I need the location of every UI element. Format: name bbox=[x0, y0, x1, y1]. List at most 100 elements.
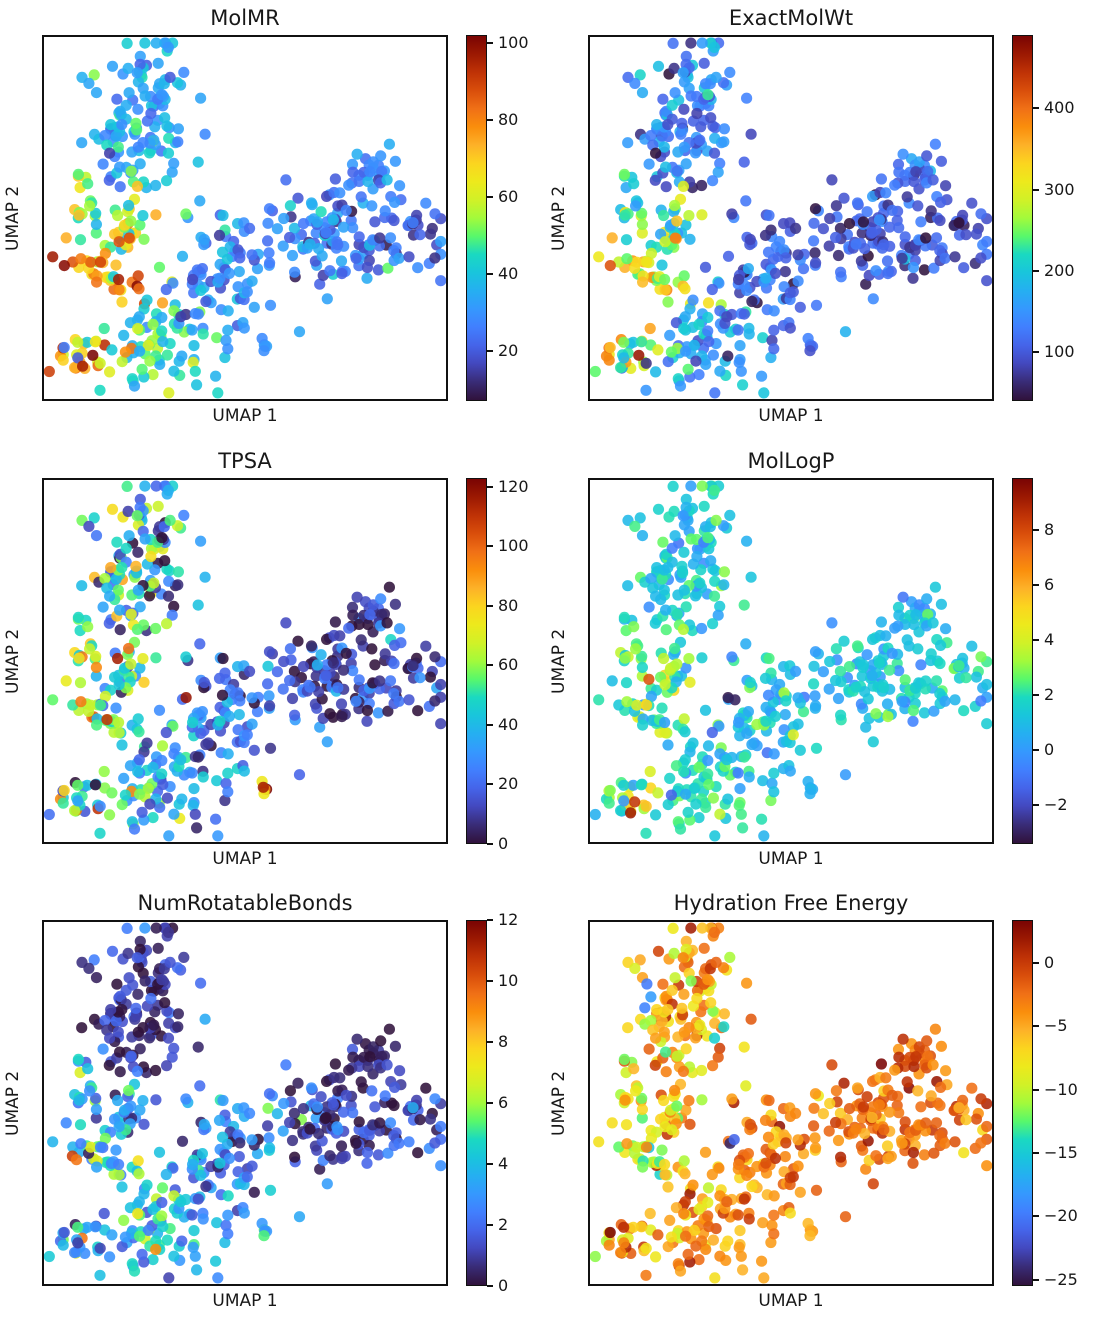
colorbar-gradient bbox=[466, 478, 487, 844]
x-axis-label: UMAP 1 bbox=[212, 1291, 278, 1311]
colorbar-tick-mark bbox=[487, 272, 493, 275]
scatter-plot bbox=[42, 920, 448, 1286]
colorbar-tick-label: 300 bbox=[1044, 179, 1075, 199]
colorbar-tick-mark bbox=[1033, 804, 1039, 807]
x-axis-label: UMAP 1 bbox=[758, 406, 824, 426]
colorbar: 0 2 4 6 8 10 12 bbox=[466, 911, 546, 1295]
colorbar-tick-mark bbox=[487, 664, 493, 667]
colorbar-tick-mark bbox=[1033, 351, 1039, 354]
colorbar-tick-label: 100 bbox=[1044, 342, 1075, 362]
umap-panel-mollogp: MolLogP UMAP 2 UMAP 1 −2 0 2 4 6 8 bbox=[546, 443, 1092, 880]
colorbar-tick-label: 0 bbox=[498, 1276, 509, 1295]
colorbar-tick-label: −10 bbox=[1044, 1079, 1078, 1099]
scatter-plot bbox=[42, 35, 448, 401]
colorbar-tick-label: −20 bbox=[1044, 1206, 1078, 1226]
umap-panel-molmr: MolMR UMAP 2 UMAP 1 20 40 60 80 100 bbox=[0, 0, 546, 437]
colorbar-tick-mark bbox=[1033, 107, 1039, 110]
umap-panel-exactmolwt: ExactMolWt UMAP 2 UMAP 1 100 200 300 400 bbox=[546, 0, 1092, 437]
colorbar-gradient bbox=[1012, 35, 1033, 401]
colorbar-tick-label: 10 bbox=[498, 971, 519, 990]
colorbar-tick-mark bbox=[1033, 1215, 1039, 1218]
colorbar-tick-label: 6 bbox=[498, 1093, 509, 1112]
y-axis-label: UMAP 2 bbox=[549, 628, 569, 694]
x-axis-label: UMAP 1 bbox=[758, 1291, 824, 1311]
umap-panel-numrotatablebonds: NumRotatableBonds UMAP 2 UMAP 1 0 2 4 6 8 10 1… bbox=[0, 885, 546, 1322]
y-axis-label: UMAP 2 bbox=[549, 185, 569, 251]
x-axis-label: UMAP 1 bbox=[758, 849, 824, 869]
colorbar-tick-mark bbox=[1033, 962, 1039, 965]
colorbar-tick-mark bbox=[487, 1102, 493, 1104]
colorbar-tick-mark bbox=[1033, 694, 1039, 697]
colorbar-tick-mark bbox=[487, 843, 493, 845]
y-axis-label: UMAP 2 bbox=[3, 1070, 23, 1136]
colorbar-tick-label: 0 bbox=[1044, 953, 1055, 973]
colorbar-tick-mark bbox=[1033, 584, 1039, 587]
colorbar-tick-mark bbox=[487, 485, 493, 488]
colorbar-tick-mark bbox=[487, 1285, 493, 1287]
colorbar-gradient bbox=[466, 920, 487, 1286]
colorbar-tick-label: 8 bbox=[498, 1032, 509, 1051]
colorbar-tick-mark bbox=[1033, 1025, 1039, 1028]
colorbar-gradient bbox=[1012, 920, 1033, 1286]
panel-title: MolMR bbox=[210, 6, 280, 30]
colorbar-tick-label: 0 bbox=[1044, 740, 1055, 760]
colorbar-tick-mark bbox=[487, 118, 493, 121]
colorbar-tick-label: 100 bbox=[498, 536, 529, 556]
colorbar-gradient bbox=[1012, 478, 1033, 844]
colorbar-tick-mark bbox=[1033, 1152, 1039, 1155]
colorbar-tick-label: 20 bbox=[498, 774, 519, 794]
x-axis-label: UMAP 1 bbox=[212, 849, 278, 869]
colorbar-tick-mark bbox=[487, 1224, 493, 1226]
colorbar-tick-label: 100 bbox=[498, 32, 529, 52]
umap-panel-hydration-free-energy: Hydration Free Energy UMAP 2 UMAP 1 0 −5 −… bbox=[546, 885, 1092, 1322]
colorbar: 100 200 300 400 bbox=[1012, 35, 1092, 401]
colorbar-tick-label: 60 bbox=[498, 186, 519, 206]
colorbar-tick-label: −2 bbox=[1044, 795, 1068, 815]
colorbar: 0 −5 −10 −15 −20 −25 bbox=[1012, 920, 1092, 1289]
colorbar-tick-label: 2 bbox=[498, 1215, 509, 1234]
colorbar-tick-label: 80 bbox=[498, 109, 519, 129]
colorbar-tick-mark bbox=[487, 723, 493, 726]
colorbar-tick-label: −25 bbox=[1044, 1269, 1078, 1289]
scatter-plot bbox=[42, 478, 448, 844]
colorbar-tick-mark bbox=[487, 783, 493, 786]
colorbar-tick-label: 12 bbox=[498, 910, 519, 929]
colorbar-tick-mark bbox=[487, 545, 493, 548]
colorbar-tick-mark bbox=[487, 604, 493, 607]
colorbar-tick-mark bbox=[487, 41, 493, 44]
colorbar-tick-mark bbox=[1033, 269, 1039, 272]
colorbar-tick-label: 400 bbox=[1044, 98, 1075, 118]
colorbar-tick-mark bbox=[1033, 529, 1039, 532]
panel-title: MolLogP bbox=[747, 449, 835, 473]
colorbar-tick-mark bbox=[487, 1163, 493, 1165]
colorbar-tick-mark bbox=[1033, 1278, 1039, 1281]
x-axis-label: UMAP 1 bbox=[212, 406, 278, 426]
colorbar-tick-mark bbox=[487, 349, 493, 352]
colorbar-tick-mark bbox=[1033, 1088, 1039, 1091]
colorbar-tick-label: 4 bbox=[1044, 630, 1055, 650]
colorbar-tick-label: 120 bbox=[498, 476, 529, 496]
colorbar-tick-label: 20 bbox=[498, 340, 519, 360]
colorbar-tick-label: 40 bbox=[498, 714, 519, 734]
panel-title: TPSA bbox=[218, 449, 272, 473]
colorbar-tick-label: 6 bbox=[1044, 575, 1055, 595]
scatter-plot bbox=[588, 478, 994, 844]
panel-title: Hydration Free Energy bbox=[673, 891, 909, 915]
colorbar-tick-label: −15 bbox=[1044, 1143, 1078, 1163]
y-axis-label: UMAP 2 bbox=[3, 185, 23, 251]
colorbar: −2 0 2 4 6 8 bbox=[1012, 478, 1092, 844]
colorbar-tick-mark bbox=[1033, 749, 1039, 752]
colorbar-tick-label: −5 bbox=[1044, 1016, 1068, 1036]
colorbar-tick-label: 8 bbox=[1044, 520, 1055, 540]
y-axis-label: UMAP 2 bbox=[549, 1070, 569, 1136]
colorbar-tick-mark bbox=[487, 195, 493, 198]
colorbar-tick-label: 4 bbox=[498, 1154, 509, 1173]
colorbar: 20 40 60 80 100 bbox=[466, 32, 546, 401]
panel-title: NumRotatableBonds bbox=[137, 891, 353, 915]
umap-panel-tpsa: TPSA UMAP 2 UMAP 1 0 20 40 60 80 100 120 bbox=[0, 443, 546, 880]
colorbar-tick-mark bbox=[487, 919, 493, 921]
scatter-plot bbox=[588, 35, 994, 401]
colorbar-tick-label: 0 bbox=[498, 834, 509, 853]
colorbar-tick-label: 80 bbox=[498, 595, 519, 615]
